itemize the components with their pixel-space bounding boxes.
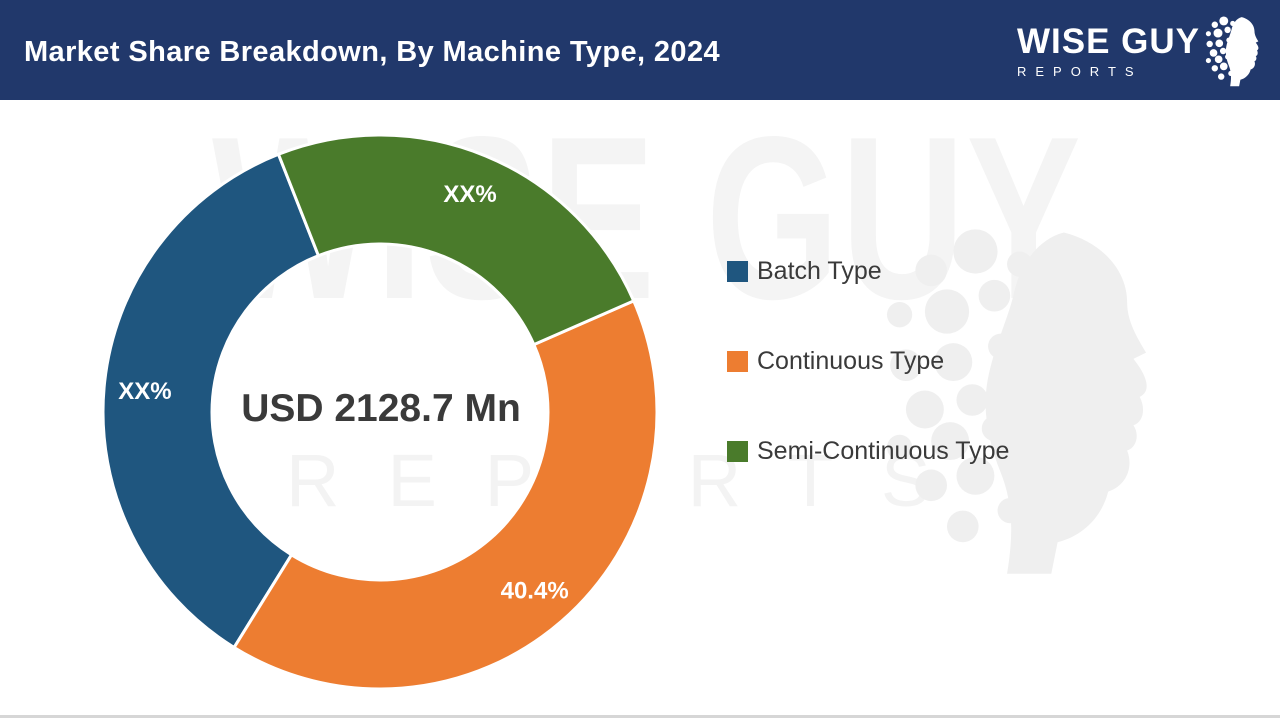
slice-value-label: XX% bbox=[118, 378, 171, 405]
bottom-divider bbox=[0, 715, 1280, 718]
legend-item-batch-type: Batch Type bbox=[727, 256, 1009, 285]
logo-text: WISE GUY REPORTS bbox=[1017, 24, 1200, 79]
slice-value-label: 40.4% bbox=[501, 577, 569, 604]
donut-slice-continuous-type bbox=[232, 298, 659, 691]
legend-swatch-continuous-type bbox=[727, 350, 748, 372]
legend-label-continuous-type: Continuous Type bbox=[757, 346, 945, 375]
logo-wordmark: WISE GUY bbox=[1016, 21, 1200, 61]
legend-label-batch-type: Batch Type bbox=[757, 256, 882, 285]
chart-legend: Batch Type Continuous Type Semi-Continuo… bbox=[727, 256, 1010, 465]
page-title: Market Share Breakdown, By Machine Type,… bbox=[24, 36, 721, 68]
legend-swatch-batch-type bbox=[727, 260, 748, 282]
donut-center-value: USD 2128.7 Mn bbox=[241, 387, 521, 430]
legend-label-semi-continuous-type: Semi-Continuous Type bbox=[757, 436, 1010, 465]
legend-swatch-semi-continuous-type bbox=[727, 440, 748, 462]
donut-slices bbox=[101, 133, 659, 691]
header: Market Share Breakdown, By Machine Type,… bbox=[0, 0, 1280, 100]
wise-guy-reports-logo: WISE GUY REPORTS bbox=[1017, 10, 1266, 92]
donut-slice-semi-continuous-type bbox=[276, 133, 636, 347]
donut-slice-batch-type bbox=[101, 152, 321, 650]
legend-item-continuous-type: Continuous Type bbox=[727, 346, 1009, 375]
donut-slice-labels: XX% 40.4% XX% bbox=[118, 181, 568, 604]
legend-item-semi-continuous-type: Semi-Continuous Type bbox=[727, 436, 1010, 465]
logo-face-icon bbox=[1205, 16, 1259, 87]
slice-value-label: XX% bbox=[443, 181, 496, 208]
logo-reports-text: REPORTS bbox=[1016, 63, 1143, 79]
